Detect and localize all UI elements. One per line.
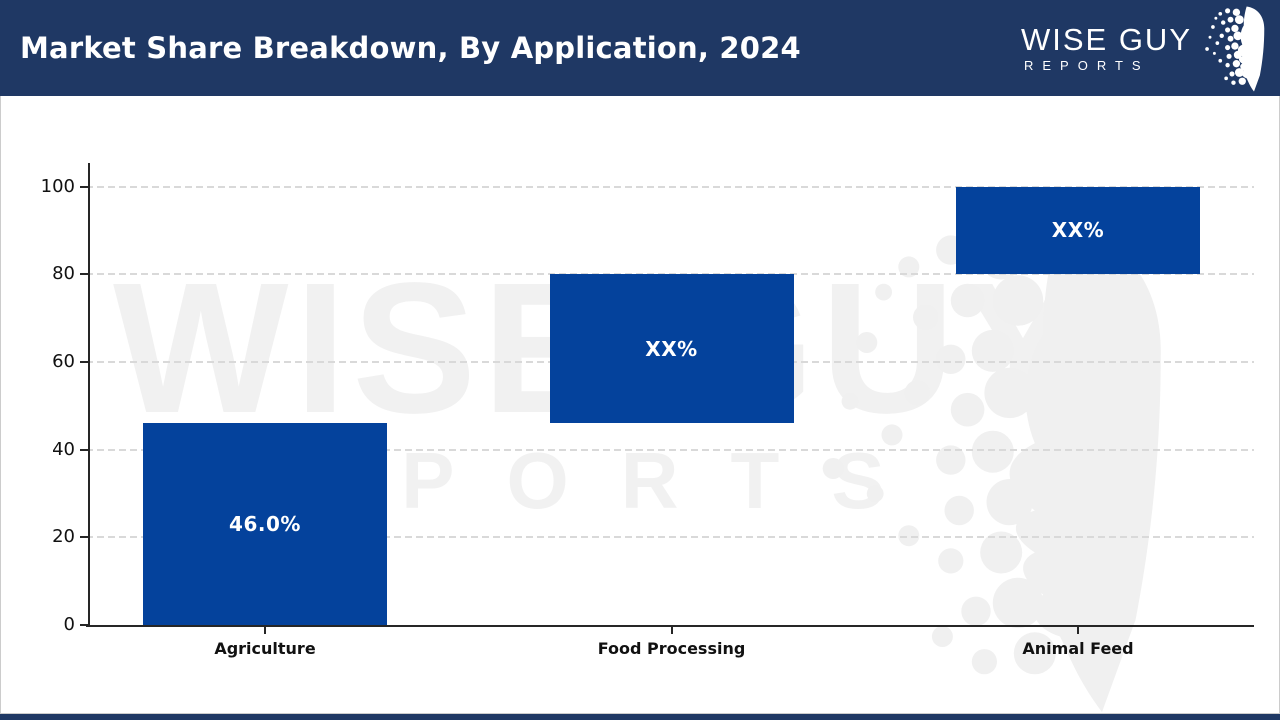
x-tick-0 (264, 627, 266, 634)
chart-area: WISE GUY REPORTS 0 20 40 60 80 100 46.0% Agricu… (0, 96, 1280, 713)
y-tick-label-80: 80 (52, 263, 75, 285)
x-category-label: Food Processing (597, 639, 746, 658)
header-bar: Market Share Breakdown, By Application, … (0, 0, 1280, 96)
footer-bar (0, 713, 1280, 720)
x-category-label: Agriculture (214, 639, 316, 658)
chart-title: Market Share Breakdown, By Application, … (20, 31, 801, 65)
gridline-y20 (86, 536, 1254, 539)
logo-name: WISE GUY (1020, 21, 1192, 57)
bar-agriculture: 46.0% (143, 423, 387, 625)
y-tick-label-0: 0 (63, 614, 75, 635)
x-axis-line (86, 625, 1254, 627)
bar-food-processing: XX% (549, 274, 794, 424)
logo-subtitle: REPORTS (1023, 58, 1150, 74)
x-tick-1 (670, 627, 673, 634)
y-tick-60 (80, 360, 89, 363)
y-tick-0 (80, 624, 89, 626)
y-tick-40 (80, 448, 89, 451)
gridline-y100 (86, 185, 1254, 188)
x-tick-2 (1077, 627, 1079, 634)
y-tick-80 (80, 273, 89, 276)
y-tick-100 (80, 185, 89, 188)
y-tick-label-60: 60 (52, 350, 75, 372)
wise-guy-reports-logo: WISE GUY REPORTS (1021, 3, 1270, 93)
bar-animal-feed: XX% (956, 186, 1200, 275)
y-axis-line (88, 163, 90, 627)
bar-value-label: XX% (1051, 218, 1105, 243)
bar-value-label: 46.0% (229, 512, 301, 537)
y-tick-label-100: 100 (40, 175, 75, 197)
x-category-label: Animal Feed (1022, 639, 1134, 658)
y-tick-20 (80, 536, 89, 539)
plot-canvas: 0 20 40 60 80 100 46.0% Agriculture XX% Food Proc… (1, 96, 1279, 713)
gridline-y40 (86, 448, 1254, 451)
logo-text: WISE GUY REPORTS (1020, 21, 1192, 74)
bar-value-label: XX% (645, 336, 698, 361)
y-tick-label-40: 40 (52, 438, 75, 460)
dotted-face-icon (1205, 6, 1265, 92)
y-tick-label-20: 20 (52, 526, 75, 548)
